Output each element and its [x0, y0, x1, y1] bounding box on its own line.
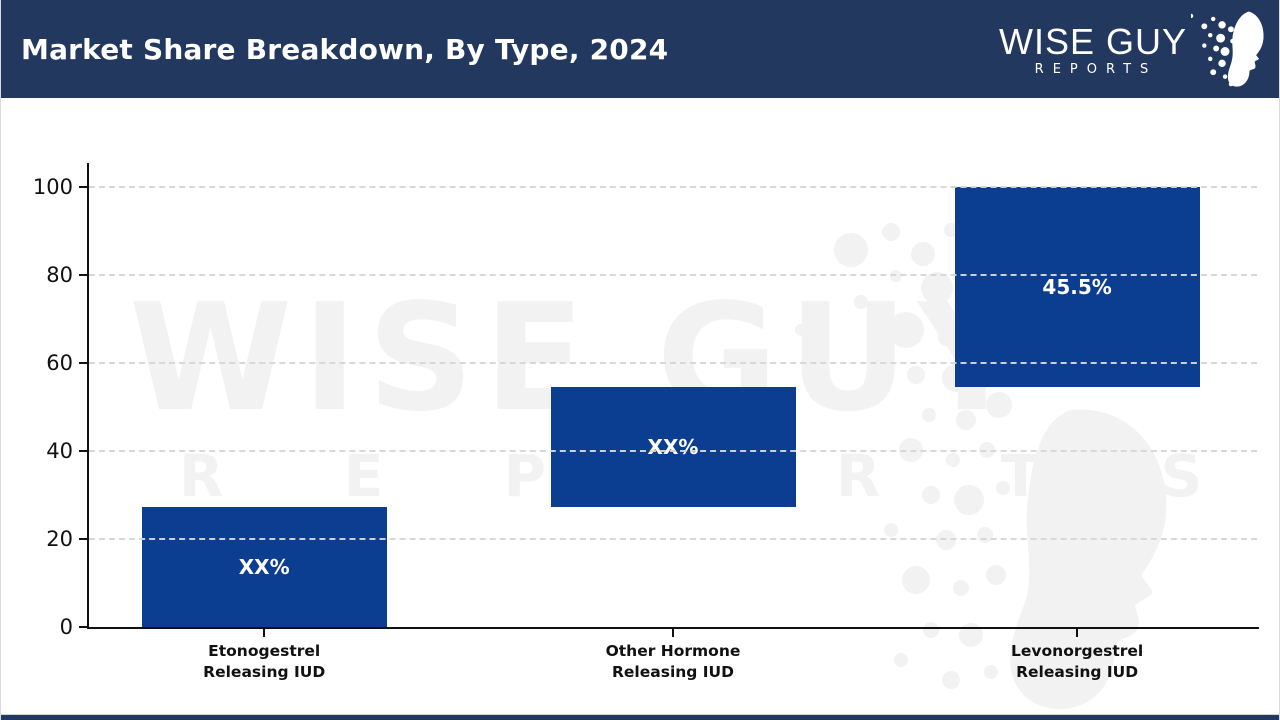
logo-wordmark: WISE GUY	[998, 20, 1187, 62]
footer-bar	[1, 715, 1279, 720]
y-tick-label: 80	[46, 263, 73, 287]
y-tick-label: 40	[46, 439, 73, 463]
gridline	[89, 362, 1257, 364]
y-tick-label: 100	[32, 175, 73, 199]
x-category-label: Other Hormone Releasing IUD	[605, 642, 741, 681]
y-axis-tick	[79, 626, 87, 628]
gridline	[89, 450, 1257, 452]
y-axis-tick	[79, 186, 87, 188]
header-bar: Market Share Breakdown, By Type, 2024 WI…	[1, 0, 1279, 98]
logo-face-icon	[1191, 11, 1264, 87]
chart-title: Market Share Breakdown, By Type, 2024	[21, 32, 669, 66]
y-axis-tick	[79, 538, 87, 540]
bottom-hairline	[1, 714, 1279, 715]
bar-value-label: XX%	[238, 554, 290, 579]
logo-text: WISE GUY REPORTS	[998, 20, 1187, 78]
y-axis-tick	[79, 450, 87, 452]
bar-value-label: 45.5%	[1042, 275, 1112, 300]
y-tick-label: 20	[46, 527, 73, 551]
x-axis-tick	[672, 629, 674, 637]
y-axis-tick	[79, 274, 87, 276]
bar: XX%	[550, 387, 796, 507]
logo: WISE GUY REPORTS	[999, 8, 1265, 92]
gridline	[89, 538, 1257, 540]
y-tick-label: 0	[59, 615, 73, 639]
y-tick-label: 60	[46, 351, 73, 375]
x-axis-tick	[263, 629, 266, 637]
x-axis-tick	[1076, 629, 1079, 637]
bar: XX%	[141, 506, 387, 627]
y-axis-tick	[79, 362, 87, 364]
y-axis	[87, 163, 89, 629]
x-category-label: Etonogestrel Releasing IUD	[203, 642, 326, 681]
logo-subtext: REPORTS	[1034, 62, 1158, 78]
bar: 45.5%	[954, 187, 1200, 388]
bar-value-label: XX%	[647, 435, 699, 460]
x-category-label: Levonorgestrel Releasing IUD	[1011, 642, 1144, 681]
x-axis	[87, 627, 1259, 629]
gridline	[89, 274, 1257, 276]
gridline	[89, 186, 1257, 188]
